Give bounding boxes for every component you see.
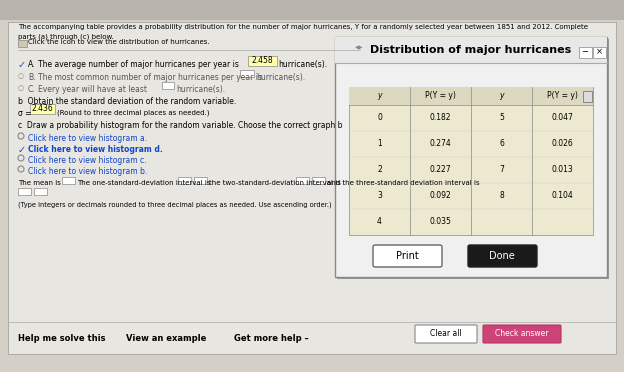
- FancyBboxPatch shape: [193, 177, 207, 184]
- FancyBboxPatch shape: [312, 177, 325, 184]
- Text: Click here to view histogram d.: Click here to view histogram d.: [28, 145, 163, 154]
- FancyBboxPatch shape: [240, 70, 255, 77]
- Text: Print: Print: [396, 251, 418, 261]
- Text: 0.026: 0.026: [552, 140, 573, 148]
- Text: y: y: [378, 92, 382, 100]
- Text: ◀▶: ◀▶: [355, 45, 364, 50]
- Text: 0.035: 0.035: [429, 218, 451, 227]
- Text: View an example: View an example: [126, 334, 207, 343]
- Text: Click here to view histogram b.: Click here to view histogram b.: [28, 167, 147, 176]
- Text: The average number of major hurricanes per year is: The average number of major hurricanes p…: [38, 60, 239, 69]
- Text: Get more help –: Get more help –: [234, 334, 309, 343]
- Text: and the three-standard deviation interval is: and the three-standard deviation interva…: [327, 180, 480, 186]
- FancyBboxPatch shape: [373, 245, 442, 267]
- Text: 0: 0: [377, 113, 382, 122]
- Text: B.: B.: [28, 73, 36, 82]
- Text: The one-standard-deviation interval is: The one-standard-deviation interval is: [77, 180, 210, 186]
- Text: the two-standard-deviation interval is: the two-standard-deviation interval is: [209, 180, 341, 186]
- Text: C.: C.: [28, 85, 36, 94]
- Text: 8: 8: [499, 192, 504, 201]
- Text: 0.013: 0.013: [552, 166, 573, 174]
- FancyBboxPatch shape: [468, 245, 537, 267]
- Text: Distribution of major hurricanes: Distribution of major hurricanes: [371, 45, 572, 55]
- Text: ○: ○: [18, 85, 24, 91]
- Text: 4: 4: [377, 218, 382, 227]
- Text: 0.047: 0.047: [552, 113, 573, 122]
- FancyBboxPatch shape: [593, 46, 605, 58]
- FancyBboxPatch shape: [335, 37, 607, 63]
- FancyBboxPatch shape: [34, 188, 47, 195]
- Text: 7: 7: [499, 166, 504, 174]
- Text: b  Obtain the standard deviation of the random variable.: b Obtain the standard deviation of the r…: [18, 97, 236, 106]
- Text: 0.182: 0.182: [430, 113, 451, 122]
- Text: Check answer: Check answer: [495, 330, 548, 339]
- FancyBboxPatch shape: [415, 325, 477, 343]
- FancyBboxPatch shape: [8, 22, 616, 354]
- FancyBboxPatch shape: [29, 103, 54, 113]
- Text: (Round to three decimal places as needed.): (Round to three decimal places as needed…: [57, 109, 210, 115]
- Text: 0.104: 0.104: [552, 192, 573, 201]
- FancyBboxPatch shape: [248, 55, 276, 65]
- FancyBboxPatch shape: [337, 39, 609, 279]
- Text: σ =: σ =: [18, 109, 31, 118]
- Text: P(Y = y): P(Y = y): [425, 92, 456, 100]
- FancyBboxPatch shape: [62, 177, 76, 184]
- FancyBboxPatch shape: [162, 82, 174, 89]
- Text: Click the icon to view the distribution of hurricanes.: Click the icon to view the distribution …: [28, 39, 210, 45]
- Text: (Type integers or decimals rounded to three decimal places as needed. Use ascend: (Type integers or decimals rounded to th…: [18, 202, 331, 208]
- Text: The mean is: The mean is: [18, 180, 61, 186]
- Text: −: −: [582, 48, 588, 57]
- Text: parts (a) through (c) below.: parts (a) through (c) below.: [18, 34, 114, 41]
- Text: hurricane(s).: hurricane(s).: [256, 73, 305, 82]
- FancyBboxPatch shape: [17, 188, 31, 195]
- Text: ✓: ✓: [18, 145, 26, 155]
- FancyBboxPatch shape: [335, 37, 607, 277]
- Text: 2.436: 2.436: [31, 104, 53, 113]
- FancyBboxPatch shape: [483, 325, 561, 343]
- Text: 5: 5: [499, 113, 504, 122]
- Text: 0.227: 0.227: [430, 166, 451, 174]
- Text: hurricane(s).: hurricane(s).: [176, 85, 225, 94]
- Text: hurricane(s).: hurricane(s).: [278, 60, 327, 69]
- Text: c  Draw a probability histogram for the random variable. Choose the correct grap: c Draw a probability histogram for the r…: [18, 121, 343, 130]
- Text: 1: 1: [377, 140, 382, 148]
- FancyBboxPatch shape: [582, 90, 592, 102]
- Text: Clear all: Clear all: [430, 330, 462, 339]
- Text: Click here to view histogram a.: Click here to view histogram a.: [28, 134, 147, 143]
- Text: ×: ×: [595, 48, 603, 57]
- Text: The accompanying table provides a probability distribution for the number of maj: The accompanying table provides a probab…: [18, 24, 588, 30]
- Text: 0.092: 0.092: [430, 192, 451, 201]
- FancyBboxPatch shape: [17, 39, 26, 46]
- Text: 2.458: 2.458: [251, 56, 273, 65]
- FancyBboxPatch shape: [578, 46, 592, 58]
- FancyBboxPatch shape: [296, 177, 310, 184]
- Text: 6: 6: [499, 140, 504, 148]
- Text: 0.274: 0.274: [430, 140, 451, 148]
- Text: y: y: [499, 92, 504, 100]
- FancyBboxPatch shape: [349, 87, 593, 105]
- Text: A.: A.: [28, 60, 36, 69]
- FancyBboxPatch shape: [349, 87, 593, 235]
- FancyBboxPatch shape: [0, 0, 624, 20]
- Text: Done: Done: [489, 251, 515, 261]
- Text: ○: ○: [18, 73, 24, 79]
- Text: 2: 2: [377, 166, 382, 174]
- Text: Help me solve this: Help me solve this: [18, 334, 105, 343]
- Text: The most common number of major hurricanes per year is: The most common number of major hurrican…: [38, 73, 262, 82]
- Text: ✓: ✓: [18, 60, 26, 70]
- Text: 3: 3: [377, 192, 382, 201]
- Text: Click here to view histogram c.: Click here to view histogram c.: [28, 156, 147, 165]
- FancyBboxPatch shape: [178, 177, 192, 184]
- Text: P(Y = y): P(Y = y): [547, 92, 578, 100]
- Text: Every year will have at least: Every year will have at least: [38, 85, 147, 94]
